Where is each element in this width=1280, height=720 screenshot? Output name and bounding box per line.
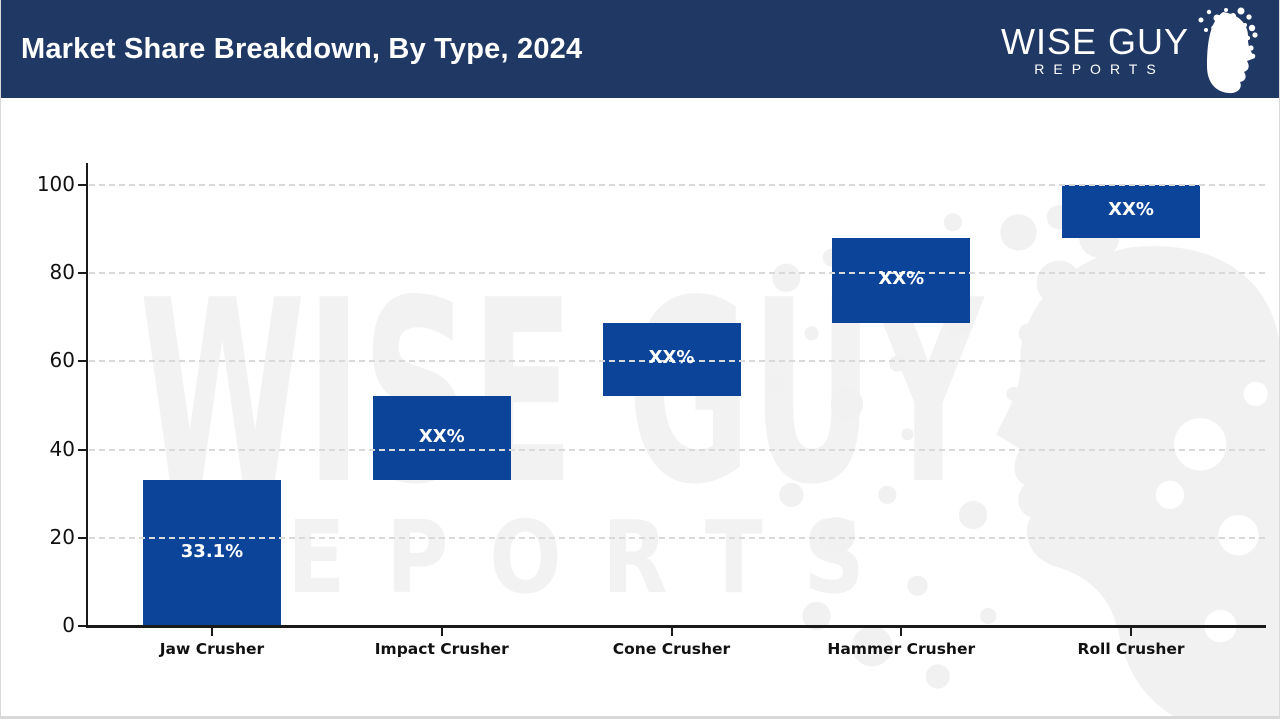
y-axis-tick <box>78 360 86 363</box>
y-axis-tick <box>78 272 86 275</box>
gridline <box>89 184 1265 186</box>
wiseguy-head-icon <box>1198 7 1258 94</box>
bar-cone-crusher <box>602 322 741 396</box>
bar-value-label: XX% <box>648 347 695 369</box>
x-axis-tick <box>670 628 673 636</box>
gridline <box>89 360 1265 363</box>
x-axis-category-label: Roll Crusher <box>1077 640 1185 658</box>
x-axis-tick <box>900 628 903 636</box>
x-axis-category-label: Jaw Crusher <box>159 640 265 658</box>
x-axis-category-label: Hammer Crusher <box>827 640 976 658</box>
y-axis-tick <box>78 448 86 451</box>
gridline <box>89 448 1265 451</box>
x-axis-tick <box>440 628 443 636</box>
y-axis-tick-label: 0 <box>62 613 75 637</box>
y-axis-tick <box>78 536 86 539</box>
watermark-reports-text: REPORTS <box>181 499 906 616</box>
y-axis-tick-label: 20 <box>49 524 75 549</box>
bar-roll-crusher <box>1062 185 1200 238</box>
header-band: Market Share Breakdown, By Type, 2024 WI… <box>1 0 1279 98</box>
y-axis-tick <box>78 625 86 627</box>
x-axis-category-label: Cone Crusher <box>612 640 731 658</box>
wiseguy-logo: WISE GUY REPORTS <box>1001 4 1265 96</box>
bar-hammer-crusher <box>832 237 971 323</box>
x-axis-line <box>86 625 1266 628</box>
page-title: Market Share Breakdown, By Type, 2024 <box>21 32 583 65</box>
y-axis-tick-label: 40 <box>49 436 75 461</box>
y-axis-tick-label: 60 <box>49 348 75 373</box>
watermark-head-icon <box>766 205 1279 718</box>
x-axis-category-label: Impact Crusher <box>374 640 509 658</box>
bar-impact-crusher <box>372 395 511 481</box>
bar-value-label: XX% <box>418 425 465 447</box>
y-axis-tick-label: 80 <box>49 260 75 285</box>
wiseguy-logo-text: WISE GUY REPORTS <box>1001 23 1189 77</box>
y-axis-tick <box>78 184 86 186</box>
y-axis-tick-label: 100 <box>36 172 75 196</box>
bar-jaw-crusher <box>143 480 281 626</box>
x-axis-tick <box>211 628 213 636</box>
bar-value-label: XX% <box>1108 199 1154 221</box>
wiseguy-logo-reports: REPORTS <box>1034 60 1165 77</box>
x-axis-tick <box>1130 628 1132 636</box>
gridline <box>89 272 1265 275</box>
y-axis-line <box>86 163 88 628</box>
bar-value-label: 33.1% <box>180 541 244 562</box>
bottom-divider <box>1 716 1279 718</box>
bar-value-label: XX% <box>878 268 925 290</box>
wiseguy-logo-name: WISE GUY <box>1000 21 1189 63</box>
gridline <box>89 536 1265 539</box>
